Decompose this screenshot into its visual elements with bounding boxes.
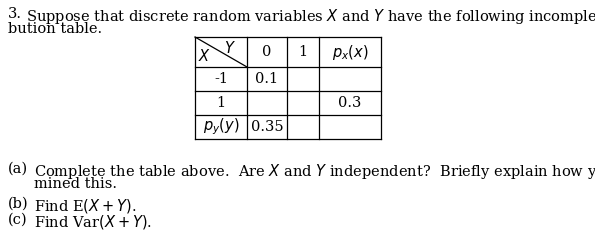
Text: mined this.: mined this. [34,177,117,191]
Text: 1: 1 [299,45,308,59]
Text: Complete the table above.  Are $X$ and $Y$ independent?  Briefly explain how you: Complete the table above. Are $X$ and $Y… [34,162,595,181]
Text: 1: 1 [217,96,226,110]
Text: $X$: $X$ [198,48,211,64]
Text: (a): (a) [8,162,28,176]
Text: 3.: 3. [8,7,22,21]
Text: Find Var$(X+Y)$.: Find Var$(X+Y)$. [34,213,152,231]
Text: 0.3: 0.3 [339,96,362,110]
Text: 0: 0 [262,45,272,59]
Text: Find E$(X+Y)$.: Find E$(X+Y)$. [34,197,136,215]
Text: (c): (c) [8,213,27,227]
Text: bution table.: bution table. [8,22,102,36]
Text: 0.1: 0.1 [255,72,278,86]
Text: -1: -1 [214,72,228,86]
Text: $Y$: $Y$ [224,40,236,56]
Text: (b): (b) [8,197,29,211]
Text: Suppose that discrete random variables $X$ and $Y$ have the following incomplete: Suppose that discrete random variables $… [26,7,595,26]
Text: $p_x(x)$: $p_x(x)$ [331,43,368,61]
Text: $p_y(y)$: $p_y(y)$ [203,117,239,137]
Text: 0.35: 0.35 [250,120,283,134]
